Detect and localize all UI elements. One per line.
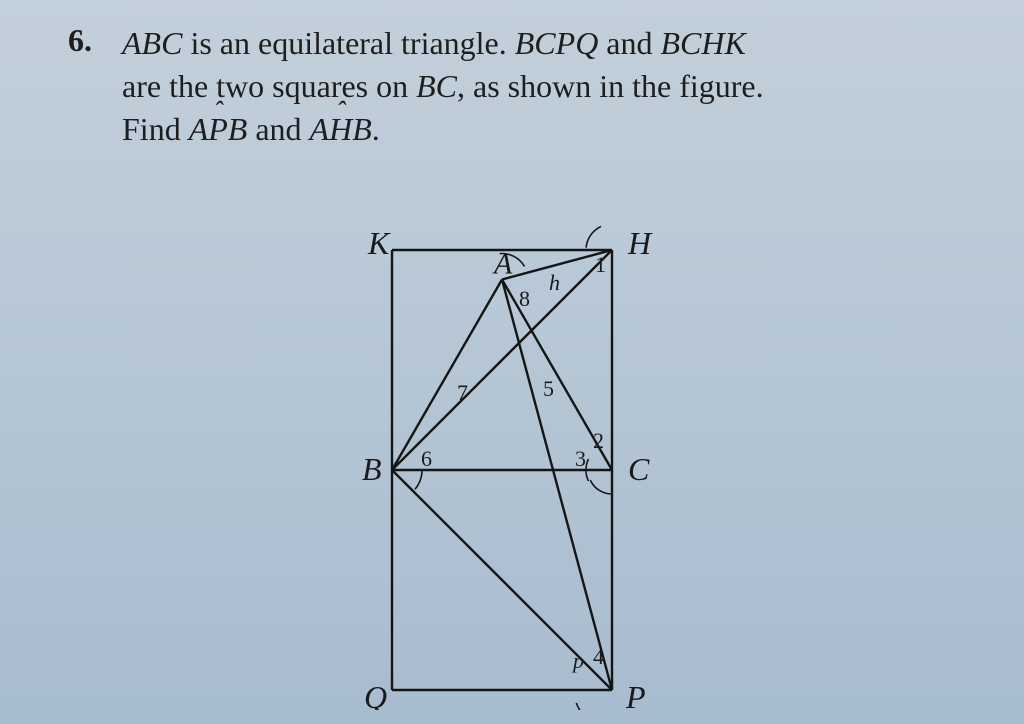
angle-number-4: 4 (593, 644, 604, 669)
APB-B: B (228, 111, 248, 147)
angle-number-8: 8 (519, 286, 530, 311)
t2a: are the two squares on (122, 68, 416, 104)
figure-container: KHABCQP12345678hp (0, 190, 1024, 710)
problem-number: 6. (68, 22, 92, 59)
t3d: and (247, 111, 309, 147)
angle-number-2: 2 (593, 428, 604, 453)
point-label-A: A (492, 248, 513, 281)
angle-number-7: 7 (457, 380, 468, 405)
t2c: , as shown in the figure. (457, 68, 764, 104)
point-label-C: C (628, 451, 650, 487)
txt-BCHK: BCHK (661, 25, 746, 61)
txt-ABC: ABC (122, 25, 182, 61)
angle-arc-6 (576, 703, 602, 710)
point-label-B: B (362, 451, 382, 487)
AHB-A: A (310, 111, 330, 147)
angle-letter-h: h (549, 270, 560, 295)
angle-arc-1 (590, 480, 612, 494)
t1b: is an equilateral triangle. (182, 25, 514, 61)
AHB-H: H (329, 108, 352, 151)
APB-A: A (189, 111, 209, 147)
point-label-Q: Q (364, 679, 387, 710)
angle-arc-4 (415, 470, 422, 489)
angle-number-6: 6 (421, 446, 432, 471)
angle-number-1: 1 (595, 252, 606, 277)
t1d: and (598, 25, 660, 61)
angle-number-3: 3 (575, 446, 586, 471)
txt-BCPQ: BCPQ (515, 25, 599, 61)
APB-P: P (208, 108, 228, 151)
problem-block: 6. ABC is an equilateral triangle. BCPQ … (68, 22, 984, 152)
AHB-B: B (352, 111, 372, 147)
t3g: . (372, 111, 380, 147)
problem-statement: ABC is an equilateral triangle. BCPQ and… (122, 22, 984, 152)
angle-arc-0 (586, 226, 601, 247)
t3a: Find (122, 111, 189, 147)
edge-A-B (392, 280, 502, 471)
txt-BC: BC (416, 68, 457, 104)
angle-letter-p: p (571, 648, 584, 673)
page: 6. ABC is an equilateral triangle. BCPQ … (0, 0, 1024, 724)
point-label-H: H (627, 225, 653, 261)
angle-number-5: 5 (543, 376, 554, 401)
geometry-figure: KHABCQP12345678hp (297, 190, 727, 710)
edge-A-P (502, 280, 612, 691)
point-label-K: K (367, 225, 391, 261)
point-label-P: P (625, 679, 646, 710)
